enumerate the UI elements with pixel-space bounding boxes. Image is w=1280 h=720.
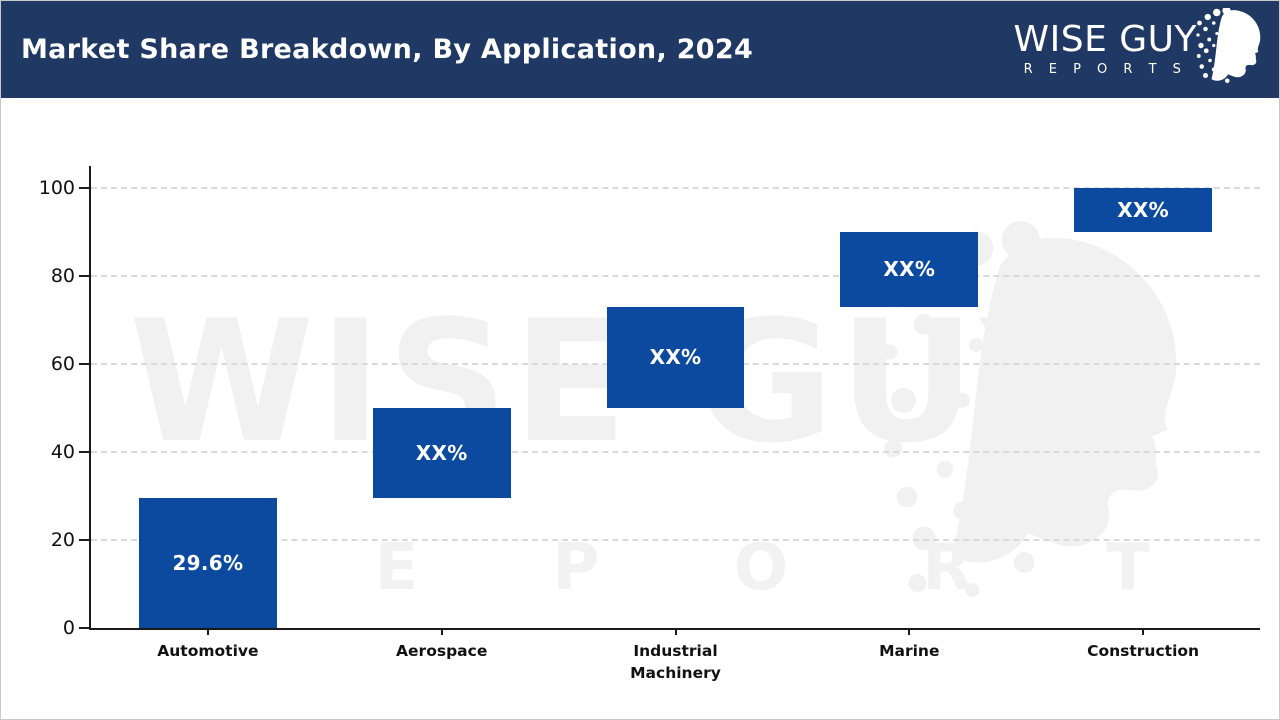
y-tick-label: 40	[50, 441, 75, 463]
y-tick-label: 0	[62, 617, 75, 639]
gridline	[91, 187, 1260, 189]
x-category-label-construction: Construction	[1087, 642, 1200, 660]
x-category-label-industrial-machinery: Industrial Machinery	[630, 642, 721, 682]
bar-value-label: XX%	[415, 440, 468, 465]
plot-area: 0 20 40 60 80 100 29.6% Automotive XX% Aerospace X…	[39, 166, 1260, 682]
x-tick-mark	[1142, 628, 1145, 635]
x-category-label-aerospace: Aerospace	[396, 642, 488, 660]
x-category-label-automotive: Automotive	[157, 642, 259, 660]
bar-value-label: 29.6%	[172, 550, 244, 575]
y-tick-mark	[79, 539, 89, 541]
logo-subtext: R E P O R T S	[1023, 62, 1187, 77]
bar-value-label: XX%	[883, 257, 936, 282]
y-tick-label: 100	[38, 177, 75, 199]
x-tick-mark	[206, 628, 209, 635]
gridline	[91, 451, 1260, 453]
bar-value-label: XX%	[1117, 198, 1169, 222]
y-tick-mark	[79, 275, 89, 277]
y-tick-label: 80	[50, 265, 75, 287]
bar-marine: XX%	[840, 232, 979, 307]
y-tick-mark	[79, 627, 89, 629]
y-tick-mark	[79, 363, 89, 366]
y-tick-mark	[79, 451, 89, 453]
x-tick-mark	[440, 628, 443, 635]
bar-construction: XX%	[1074, 188, 1213, 232]
x-category-label-marine: Marine	[879, 642, 940, 660]
bar-aerospace: XX%	[372, 408, 511, 498]
x-tick-mark	[908, 628, 911, 635]
logo-face-icon	[1196, 7, 1261, 83]
bar-industrial-machinery: XX%	[606, 306, 745, 408]
brand-logo-text: WISE GUY R E P O R T S	[1013, 19, 1198, 78]
brand-logo: WISE GUY R E P O R T S	[1013, 7, 1270, 92]
chart-area: WISE GUY R E P O R T S 0 20 40 60 80 100 29.6%…	[1, 98, 1279, 719]
chart-title: Market Share Breakdown, By Application, …	[21, 34, 754, 65]
y-tick-label: 60	[50, 353, 75, 375]
bar-automotive: 29.6%	[138, 497, 277, 628]
y-tick-mark	[79, 187, 89, 189]
bar-value-label: XX%	[649, 345, 702, 370]
x-tick-mark	[674, 628, 677, 635]
gridline	[91, 275, 1260, 277]
header: Market Share Breakdown, By Application, …	[1, 1, 1279, 98]
gridline	[91, 539, 1260, 541]
y-tick-label: 20	[50, 529, 75, 551]
logo-wordmark: WISE GUY	[1013, 19, 1197, 60]
